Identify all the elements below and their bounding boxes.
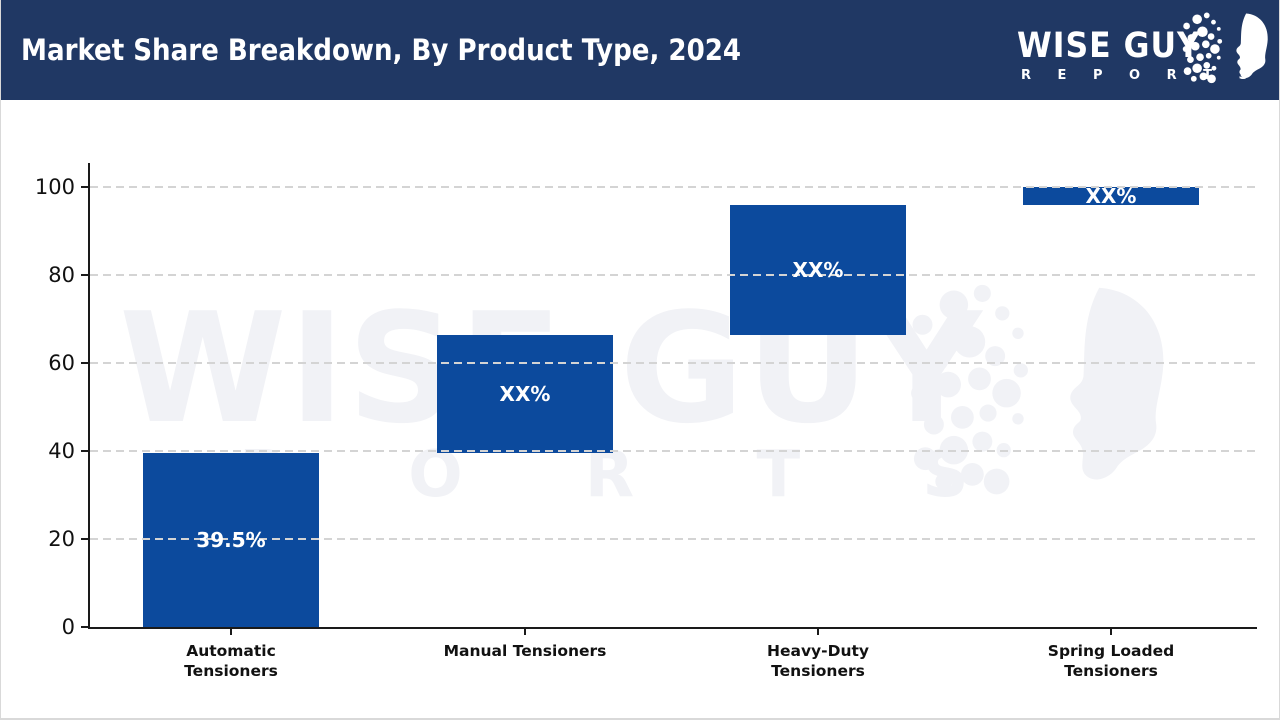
chart-title: Market Share Breakdown, By Product Type,… <box>21 33 742 67</box>
y-tick-20 <box>81 538 89 540</box>
x-tick-label-line: Heavy-Duty <box>767 642 869 660</box>
chart-area: WISE GUY P O R T S 39.5% XX% XX% XX% Automa… <box>1 100 1279 718</box>
header-banner: Market Share Breakdown, By Product Type,… <box>1 0 1279 100</box>
bar-value-label-heavy-duty-tensioners: XX% <box>792 257 844 282</box>
bar-spring-loaded-tensioners <box>1023 187 1199 206</box>
y-tick-0 <box>81 626 89 628</box>
y-tick-label-100: 100 <box>34 175 75 199</box>
gridline-100 <box>90 186 1257 188</box>
gridline-20 <box>90 538 1257 540</box>
y-tick-label-20: 20 <box>48 527 75 551</box>
x-tick-label-line: Manual Tensioners <box>443 642 607 660</box>
x-tick-label-line: Tensioners <box>1064 662 1158 680</box>
bar-value-label-automatic-tensioners: 39.5% <box>196 528 266 553</box>
y-tick-label-0: 0 <box>61 615 75 639</box>
x-tick-manual-tensioners <box>524 627 526 635</box>
x-axis-line <box>88 627 1257 629</box>
x-tick-automatic-tensioners <box>230 627 232 635</box>
x-tick-label-line: Tensioners <box>184 662 278 680</box>
y-tick-label-60: 60 <box>48 351 75 375</box>
logo-wordmark: WISE GUY <box>1017 26 1201 66</box>
y-tick-80 <box>81 274 89 276</box>
bar-manual-tensioners <box>437 334 613 454</box>
y-tick-100 <box>81 186 89 188</box>
bar-value-label-manual-tensioners: XX% <box>499 382 551 407</box>
x-tick-label-line: Automatic <box>186 642 276 660</box>
x-tick-label-line: Tensioners <box>771 662 865 680</box>
x-tick-heavy-duty-tensioners <box>817 627 819 635</box>
bar-automatic-tensioners <box>143 453 319 627</box>
bar-heavy-duty-tensioners <box>730 205 906 335</box>
x-tick-label-heavy-duty-tensioners: Heavy-Duty Tensioners <box>767 641 869 681</box>
logo-face-icon <box>1182 12 1268 84</box>
y-tick-60 <box>81 362 89 364</box>
y-tick-label-80: 80 <box>48 263 75 287</box>
x-tick-label-spring-loaded-tensioners: Spring Loaded Tensioners <box>1048 641 1174 681</box>
x-tick-label-manual-tensioners: Manual Tensioners <box>444 641 607 661</box>
wiseguy-logo: WISE GUY R E P O R T S <box>1017 6 1268 94</box>
gridline-60 <box>90 362 1257 364</box>
y-tick-label-40: 40 <box>48 439 75 463</box>
x-tick-spring-loaded-tensioners <box>1110 627 1112 635</box>
y-tick-40 <box>81 450 89 452</box>
gridline-40 <box>90 450 1257 452</box>
y-axis-line <box>88 163 90 629</box>
bar-value-label-spring-loaded-tensioners: XX% <box>1085 184 1137 209</box>
x-tick-label-automatic-tensioners: Automatic Tensioners <box>184 641 278 681</box>
x-tick-label-line: Spring Loaded <box>1047 642 1175 660</box>
gridline-80 <box>90 274 1257 276</box>
